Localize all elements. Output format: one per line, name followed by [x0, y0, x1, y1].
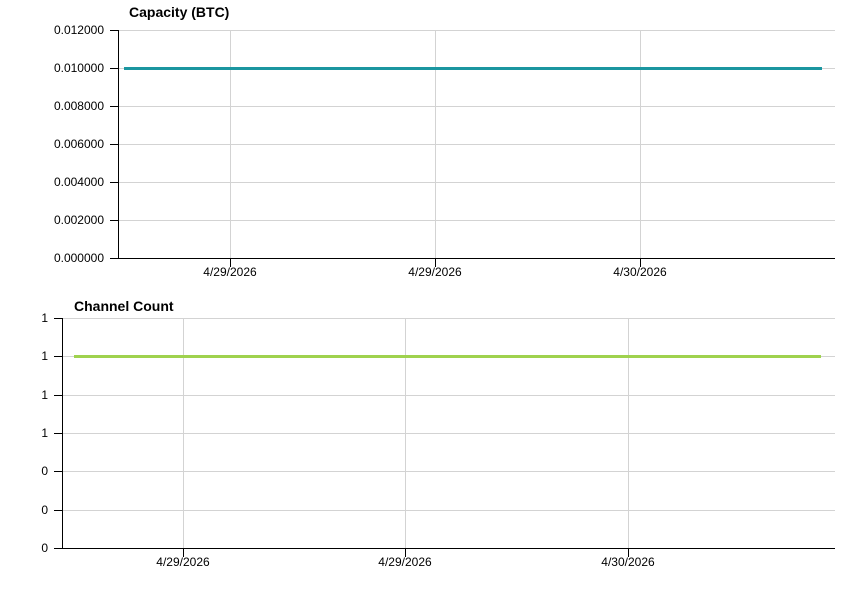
y-axis-tick-label: 0.006000 — [53, 137, 104, 151]
y-axis-tick — [54, 318, 62, 319]
x-axis-tick-label: 4/30/2026 — [601, 555, 655, 569]
y-axis-tick — [54, 471, 62, 472]
series-line — [124, 67, 822, 70]
y-axis-tick — [110, 220, 118, 221]
y-axis-tick — [110, 30, 118, 31]
y-axis-tick — [110, 144, 118, 145]
y-axis-tick — [110, 258, 118, 259]
x-axis-tick-label: 4/29/2026 — [408, 265, 462, 279]
y-axis-tick — [54, 548, 62, 549]
y-axis-tick-label: 1 — [41, 426, 48, 440]
horizontal-gridline — [62, 433, 835, 434]
capacity-chart-title: Capacity (BTC) — [129, 4, 230, 20]
y-axis-tick — [54, 356, 62, 357]
horizontal-gridline — [118, 30, 835, 31]
horizontal-gridline — [118, 144, 835, 145]
x-axis-tick — [435, 259, 436, 267]
y-axis-tick-label: 0.008000 — [53, 99, 104, 113]
x-axis-tick — [640, 259, 641, 267]
y-axis-tick-label: 0.012000 — [53, 23, 104, 37]
y-axis-tick-label: 1 — [41, 349, 48, 363]
x-axis — [62, 548, 835, 549]
y-axis-tick-label: 1 — [41, 311, 48, 325]
y-axis-tick — [110, 182, 118, 183]
horizontal-gridline — [118, 182, 835, 183]
horizontal-gridline — [62, 318, 835, 319]
y-axis-tick — [110, 68, 118, 69]
x-axis-tick — [183, 549, 184, 557]
horizontal-gridline — [118, 220, 835, 221]
y-axis-tick — [54, 395, 62, 396]
y-axis-tick-label: 0.004000 — [53, 175, 104, 189]
horizontal-gridline — [62, 395, 835, 396]
y-axis-tick-label: 0 — [41, 541, 48, 555]
series-line — [74, 355, 821, 358]
x-axis-tick — [405, 549, 406, 557]
y-axis — [118, 30, 119, 258]
horizontal-gridline — [62, 510, 835, 511]
horizontal-gridline — [62, 471, 835, 472]
x-axis-tick-label: 4/30/2026 — [613, 265, 667, 279]
y-axis-tick-label: 1 — [41, 388, 48, 402]
x-axis-tick — [230, 259, 231, 267]
y-axis-tick — [54, 433, 62, 434]
x-axis — [118, 258, 835, 259]
y-axis-tick-label: 0.000000 — [53, 251, 104, 265]
x-axis-tick — [628, 549, 629, 557]
y-axis-tick-label: 0 — [41, 503, 48, 517]
channel-count-plot-area: 4/29/2026 4/29/2026 4/30/2026 1 1 1 1 0 0 0 — [41, 311, 835, 569]
x-axis-tick-label: 4/29/2026 — [203, 265, 257, 279]
y-axis-tick — [54, 510, 62, 511]
horizontal-gridline — [118, 106, 835, 107]
y-axis-tick-label: 0 — [41, 464, 48, 478]
x-axis-tick-label: 4/29/2026 — [156, 555, 210, 569]
y-axis-tick — [110, 106, 118, 107]
y-axis-tick-label: 0.010000 — [53, 61, 104, 75]
capacity-plot-area: 4/29/2026 4/29/2026 4/30/2026 0.012000 0.010… — [54, 23, 835, 279]
y-axis — [62, 318, 63, 548]
channel-count-chart-title: Channel Count — [74, 298, 174, 314]
x-axis-tick-label: 4/29/2026 — [378, 555, 432, 569]
y-axis-tick-label: 0.002000 — [53, 213, 104, 227]
